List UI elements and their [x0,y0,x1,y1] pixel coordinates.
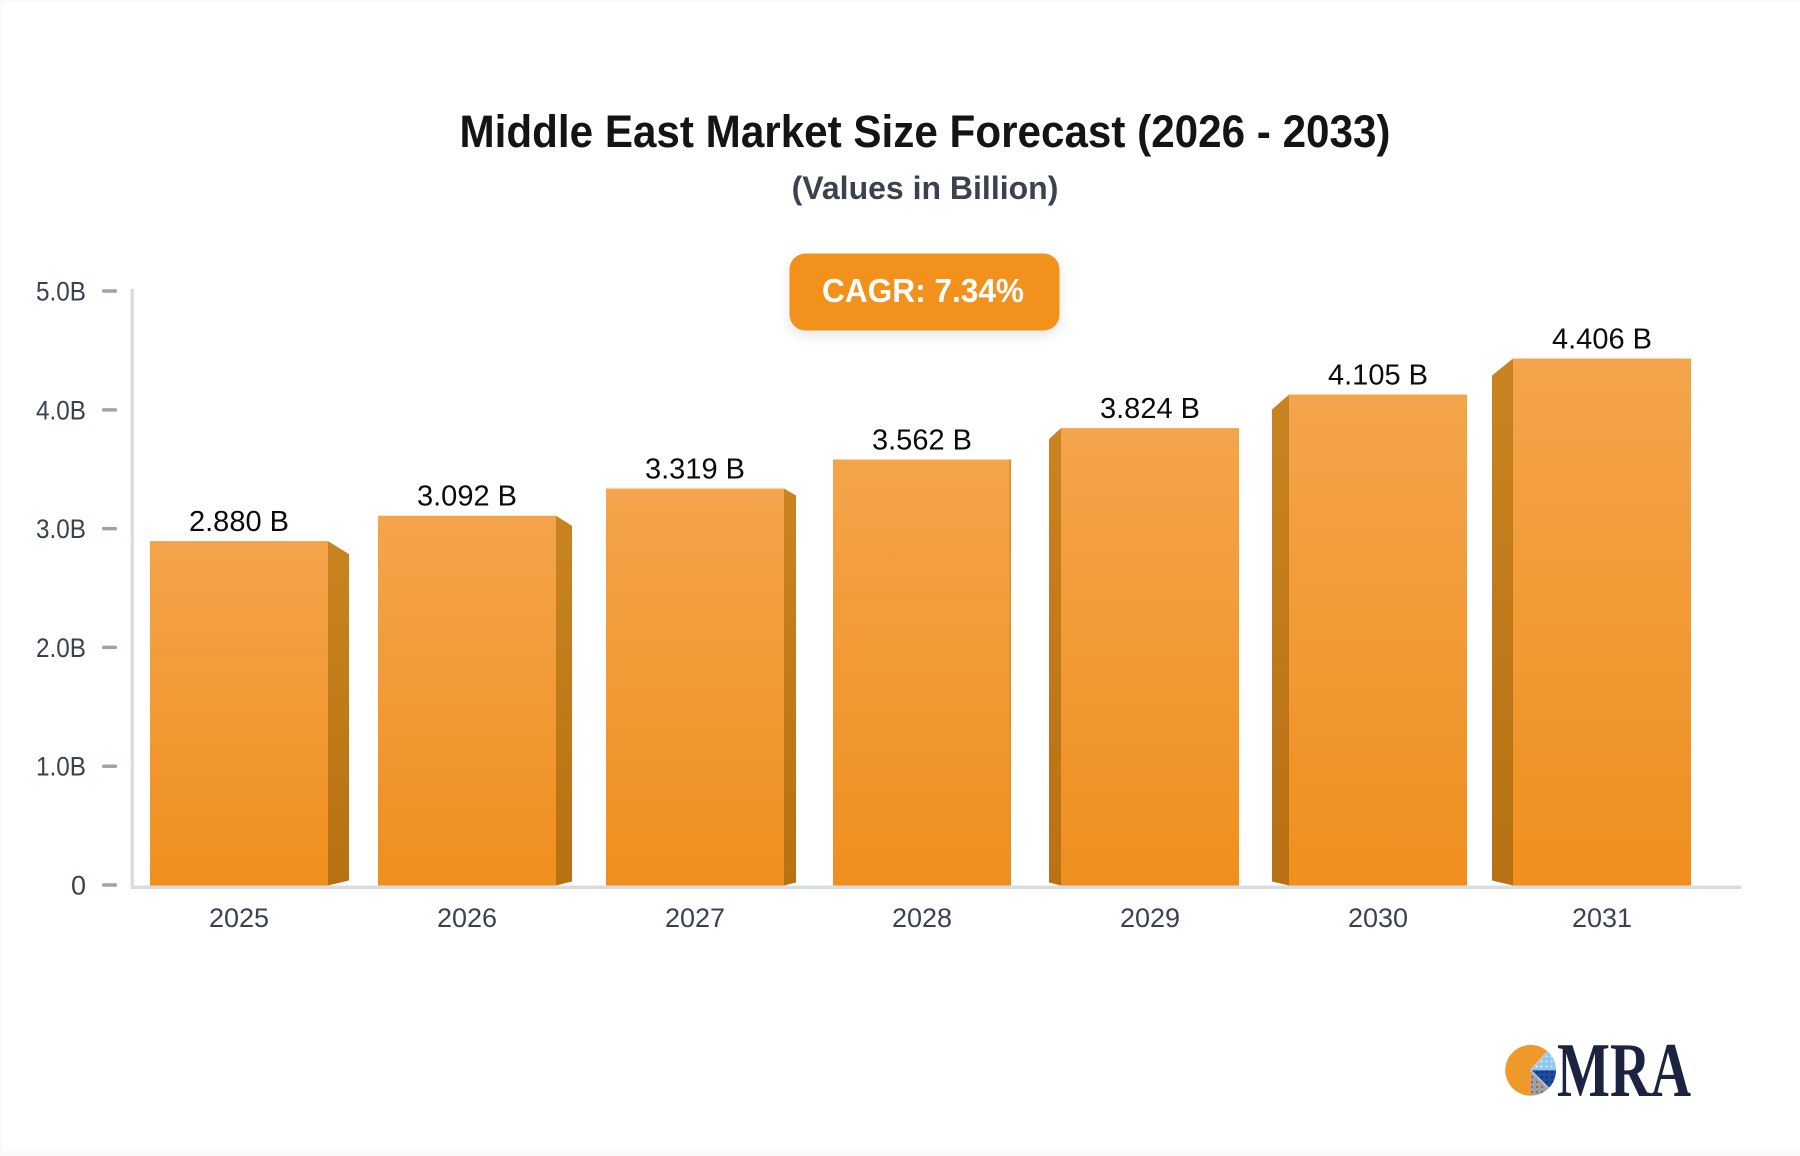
svg-text:2.880 B: 2.880 B [189,506,289,538]
svg-text:5.0B: 5.0B [36,277,86,307]
svg-text:3.824 B: 3.824 B [1100,393,1200,425]
svg-text:1.0B: 1.0B [36,752,86,782]
svg-text:4.0B: 4.0B [36,395,86,425]
svg-text:2029: 2029 [1120,903,1180,933]
svg-text:2026: 2026 [437,903,497,933]
svg-text:4.105 B: 4.105 B [1328,360,1428,392]
svg-text:MRA: MRA [1557,1027,1691,1113]
svg-text:0: 0 [71,871,86,901]
svg-text:2031: 2031 [1572,903,1632,933]
svg-text:3.562 B: 3.562 B [872,425,972,457]
svg-text:2027: 2027 [665,903,725,933]
svg-text:3.092 B: 3.092 B [417,481,517,513]
svg-text:(Values in Billion): (Values in Billion) [792,170,1059,206]
svg-text:Middle East Market Size Foreca: Middle East Market Size Forecast (2026 -… [460,106,1391,157]
svg-text:3.0B: 3.0B [36,514,86,544]
svg-text:3.319 B: 3.319 B [645,454,745,486]
svg-text:CAGR: 7.34%: CAGR: 7.34% [822,272,1024,309]
svg-text:2030: 2030 [1348,903,1408,933]
svg-text:2028: 2028 [892,903,952,933]
svg-text:2.0B: 2.0B [36,633,86,663]
svg-text:2025: 2025 [209,903,269,933]
svg-text:4.406 B: 4.406 B [1552,324,1652,356]
